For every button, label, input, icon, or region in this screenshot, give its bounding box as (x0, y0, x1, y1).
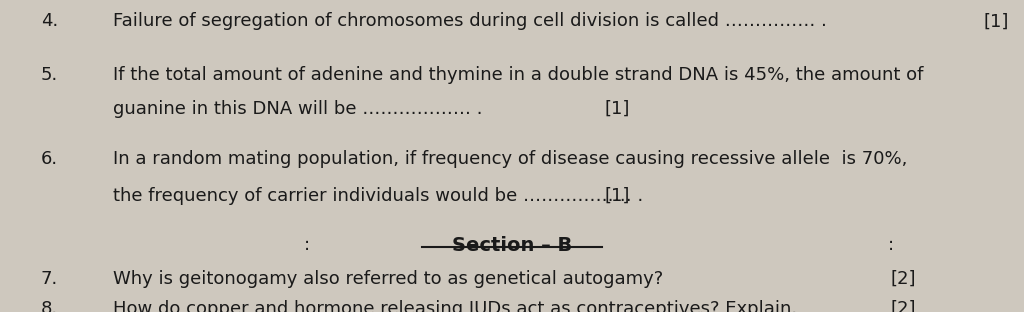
Text: 4.: 4. (41, 12, 58, 31)
Text: [2]: [2] (891, 270, 916, 288)
Text: [1]: [1] (983, 12, 1009, 31)
Text: :: : (888, 236, 894, 254)
Text: How do copper and hormone releasing IUDs act as contraceptives? Explain.: How do copper and hormone releasing IUDs… (113, 300, 797, 312)
Text: 6.: 6. (41, 150, 58, 168)
Text: guanine in this DNA will be ……………… .: guanine in this DNA will be ……………… . (113, 100, 482, 118)
Text: [2]: [2] (891, 300, 916, 312)
Text: Section – B: Section – B (452, 236, 572, 255)
Text: If the total amount of adenine and thymine in a double strand DNA is 45%, the am: If the total amount of adenine and thymi… (113, 66, 923, 84)
Text: [1]: [1] (604, 187, 630, 205)
Text: the frequency of carrier individuals would be ……………… .: the frequency of carrier individuals wou… (113, 187, 643, 205)
Text: Failure of segregation of chromosomes during cell division is called …………… .: Failure of segregation of chromosomes du… (113, 12, 826, 31)
Text: 8.: 8. (41, 300, 58, 312)
Text: 7.: 7. (41, 270, 58, 288)
Text: 5.: 5. (41, 66, 58, 84)
Text: :: : (304, 236, 310, 254)
Text: Why is geitonogamy also referred to as genetical autogamy?: Why is geitonogamy also referred to as g… (113, 270, 663, 288)
Text: [1]: [1] (604, 100, 630, 118)
Text: In a random mating population, if frequency of disease causing recessive allele : In a random mating population, if freque… (113, 150, 907, 168)
